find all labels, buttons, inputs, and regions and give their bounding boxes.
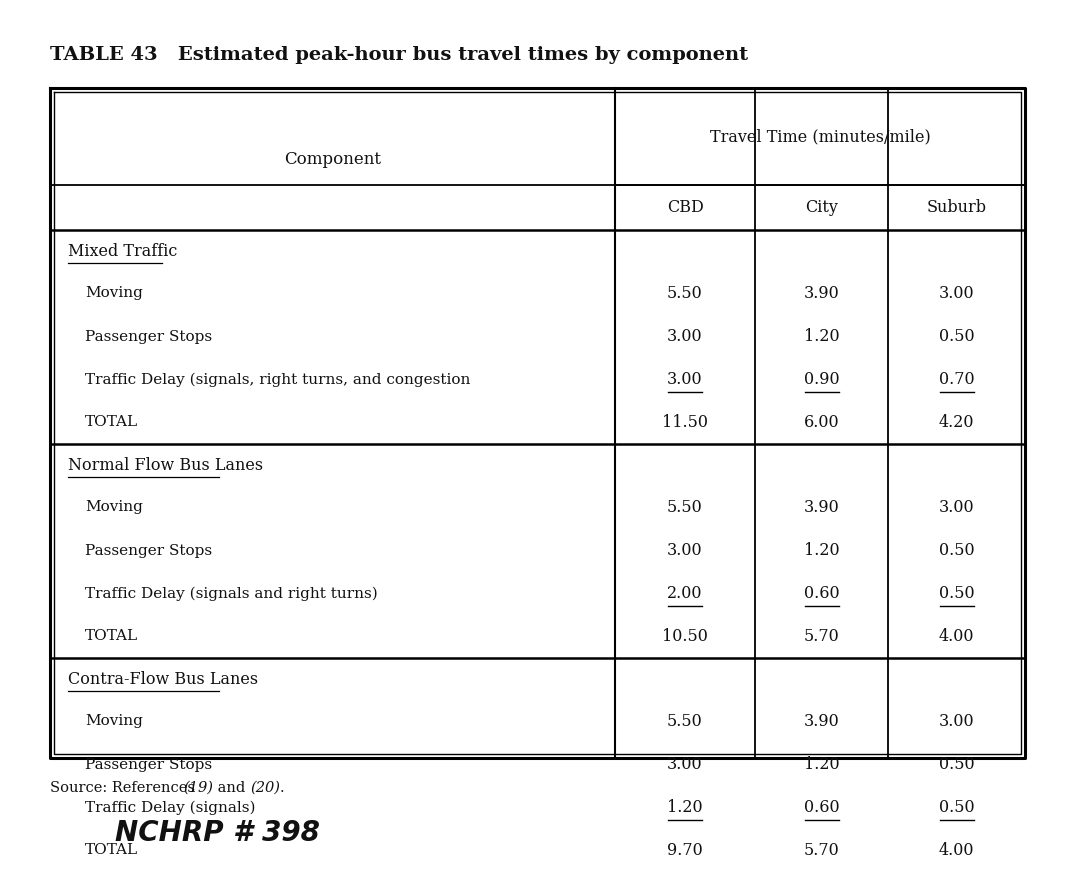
Text: 0.50: 0.50 — [939, 328, 974, 345]
Text: 4.20: 4.20 — [939, 414, 974, 431]
Text: 10.50: 10.50 — [662, 628, 708, 645]
Text: NCHRP # 398: NCHRP # 398 — [115, 819, 320, 847]
Text: 11.50: 11.50 — [662, 414, 708, 431]
Text: 0.60: 0.60 — [804, 799, 839, 816]
Text: 5.70: 5.70 — [804, 628, 839, 645]
Text: Travel Time (minutes/mile): Travel Time (minutes/mile) — [709, 128, 930, 145]
Text: TOTAL: TOTAL — [85, 843, 138, 857]
Text: Suburb: Suburb — [926, 199, 986, 216]
Text: Traffic Delay (signals, right turns, and congestion: Traffic Delay (signals, right turns, and… — [85, 372, 470, 387]
Text: 6.00: 6.00 — [804, 414, 839, 431]
Text: 0.90: 0.90 — [804, 371, 839, 388]
Text: Traffic Delay (signals): Traffic Delay (signals) — [85, 801, 255, 815]
Text: Moving: Moving — [85, 714, 143, 728]
Text: (20): (20) — [250, 781, 280, 795]
Text: 5.50: 5.50 — [667, 499, 703, 516]
Text: 0.50: 0.50 — [939, 542, 974, 559]
Text: Traffic Delay (signals and right turns): Traffic Delay (signals and right turns) — [85, 587, 378, 601]
Text: 3.00: 3.00 — [667, 328, 703, 345]
Text: 1.20: 1.20 — [804, 756, 839, 773]
Text: City: City — [805, 199, 838, 216]
Text: Moving: Moving — [85, 500, 143, 514]
Text: 3.00: 3.00 — [939, 499, 974, 516]
Text: .: . — [280, 781, 284, 795]
Text: Component: Component — [284, 150, 381, 168]
Text: Passenger Stops: Passenger Stops — [85, 544, 212, 558]
Text: 5.50: 5.50 — [667, 285, 703, 302]
Text: 5.70: 5.70 — [804, 842, 839, 859]
Text: 0.60: 0.60 — [804, 585, 839, 602]
Text: 1.20: 1.20 — [804, 328, 839, 345]
Text: 3.00: 3.00 — [939, 713, 974, 730]
Text: Source: References: Source: References — [50, 781, 200, 795]
Text: 3.90: 3.90 — [804, 713, 839, 730]
Text: and: and — [214, 781, 250, 795]
Text: TABLE 43   Estimated peak-hour bus travel times by component: TABLE 43 Estimated peak-hour bus travel … — [50, 46, 748, 64]
Text: CBD: CBD — [666, 199, 704, 216]
Text: 3.00: 3.00 — [667, 371, 703, 388]
Text: 3.00: 3.00 — [667, 756, 703, 773]
Text: TOTAL: TOTAL — [85, 416, 138, 430]
Text: 0.70: 0.70 — [939, 371, 974, 388]
Text: Normal Flow Bus Lanes: Normal Flow Bus Lanes — [68, 457, 263, 473]
Text: 9.70: 9.70 — [667, 842, 703, 859]
Text: 0.50: 0.50 — [939, 799, 974, 816]
Text: 1.20: 1.20 — [667, 799, 703, 816]
Text: 3.00: 3.00 — [667, 542, 703, 559]
Text: 4.00: 4.00 — [939, 842, 974, 859]
Text: (19): (19) — [183, 781, 214, 795]
Text: 4.00: 4.00 — [939, 628, 974, 645]
Text: 2.00: 2.00 — [667, 585, 703, 602]
Text: 0.50: 0.50 — [939, 756, 974, 773]
Text: 1.20: 1.20 — [804, 542, 839, 559]
Text: 3.90: 3.90 — [804, 499, 839, 516]
Text: TOTAL: TOTAL — [85, 629, 138, 643]
Text: 5.50: 5.50 — [667, 713, 703, 730]
Text: Passenger Stops: Passenger Stops — [85, 758, 212, 772]
Text: 3.00: 3.00 — [939, 285, 974, 302]
Text: Passenger Stops: Passenger Stops — [85, 329, 212, 343]
Text: 0.50: 0.50 — [939, 585, 974, 602]
Text: 3.90: 3.90 — [804, 285, 839, 302]
Text: Mixed Traffic: Mixed Traffic — [68, 243, 177, 259]
Text: Moving: Moving — [85, 286, 143, 300]
Text: Contra-Flow Bus Lanes: Contra-Flow Bus Lanes — [68, 670, 259, 688]
